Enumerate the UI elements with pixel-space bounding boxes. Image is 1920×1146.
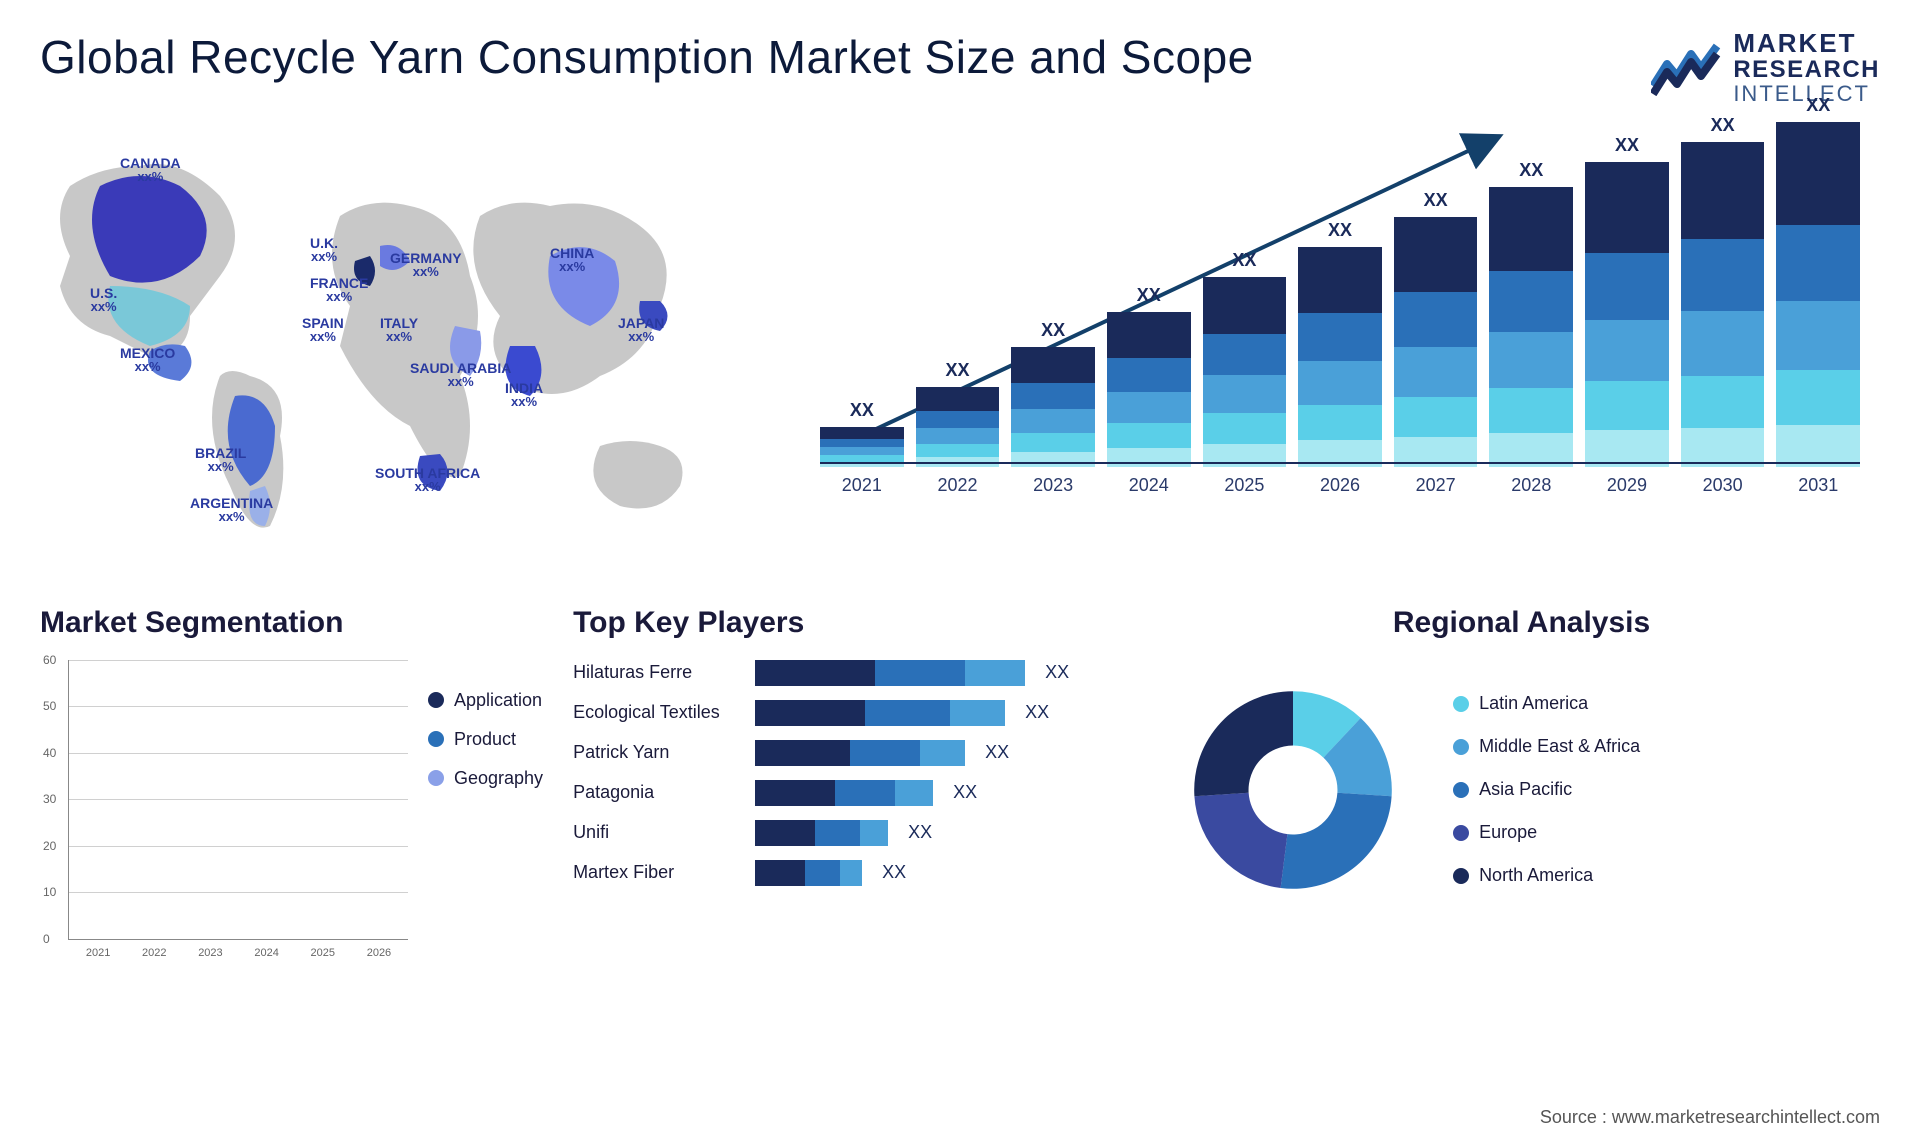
regional-donut — [1163, 660, 1423, 920]
world-map: CANADAxx% U.S.xx% MEXICOxx% BRAZILxx% ARGENT… — [40, 126, 760, 566]
growth-chart: XX2021XX2022XX2023XX2024XX2025XX2026XX20… — [800, 126, 1880, 566]
segmentation-legend-application: Application — [428, 690, 543, 711]
regional-legend-north-america: North America — [1453, 865, 1640, 886]
key-player-patrick-yarn: Patrick YarnXX — [573, 740, 1133, 766]
growth-bar-2031: XX2031 — [1776, 95, 1860, 496]
bottom-row: Market Segmentation 20212022202320242025… — [40, 606, 1880, 960]
map-label-south-africa: SOUTH AFRICAxx% — [375, 466, 480, 494]
growth-bar-2027: XX2027 — [1394, 190, 1478, 496]
segmentation-legend: Application Product Geography — [428, 660, 543, 960]
segmentation-chart: 202120222023202420252026 1020304050600 — [68, 660, 408, 940]
growth-bar-2025: XX2025 — [1203, 250, 1287, 496]
regional-panel: Regional Analysis Latin America Middle Ea… — [1163, 606, 1880, 960]
regional-legend-latin-america: Latin America — [1453, 693, 1640, 714]
logo-icon — [1651, 40, 1721, 96]
logo-text-1: MARKET — [1733, 30, 1880, 57]
growth-bar-2023: XX2023 — [1011, 320, 1095, 496]
key-player-ecological-textiles: Ecological TextilesXX — [573, 700, 1133, 726]
segmentation-title: Market Segmentation — [40, 606, 543, 640]
logo-text-2: RESEARCH — [1733, 57, 1880, 82]
source-text: Source : www.marketresearchintellect.com — [1540, 1107, 1880, 1128]
map-label-france: FRANCExx% — [310, 276, 368, 304]
key-players-title: Top Key Players — [573, 606, 1133, 640]
regional-title: Regional Analysis — [1163, 606, 1880, 640]
map-label-saudi-arabia: SAUDI ARABIAxx% — [410, 361, 511, 389]
regional-legend-asia-pacific: Asia Pacific — [1453, 779, 1640, 800]
growth-bar-2030: XX2030 — [1681, 115, 1765, 496]
map-label-germany: GERMANYxx% — [390, 251, 462, 279]
map-label-canada: CANADAxx% — [120, 156, 181, 184]
growth-bar-2024: XX2024 — [1107, 285, 1191, 496]
header: Global Recycle Yarn Consumption Market S… — [40, 30, 1880, 106]
map-label-u-k-: U.K.xx% — [310, 236, 338, 264]
key-player-martex-fiber: Martex FiberXX — [573, 860, 1133, 886]
growth-bar-2028: XX2028 — [1489, 160, 1573, 496]
key-players-panel: Top Key Players Hilaturas FerreXX Ecologi… — [573, 606, 1133, 960]
segmentation-legend-product: Product — [428, 729, 543, 750]
regional-legend-europe: Europe — [1453, 822, 1640, 843]
growth-bar-2026: XX2026 — [1298, 220, 1382, 496]
key-player-patagonia: PatagoniaXX — [573, 780, 1133, 806]
map-label-japan: JAPANxx% — [618, 316, 664, 344]
growth-bar-2022: XX2022 — [916, 360, 1000, 496]
segmentation-panel: Market Segmentation 20212022202320242025… — [40, 606, 543, 960]
map-label-spain: SPAINxx% — [302, 316, 344, 344]
map-label-argentina: ARGENTINAxx% — [190, 496, 273, 524]
top-row: CANADAxx% U.S.xx% MEXICOxx% BRAZILxx% ARGENT… — [40, 126, 1880, 566]
key-player-hilaturas-ferre: Hilaturas FerreXX — [573, 660, 1133, 686]
growth-bar-2029: XX2029 — [1585, 135, 1669, 496]
map-label-brazil: BRAZILxx% — [195, 446, 246, 474]
regional-legend-middle-east-africa: Middle East & Africa — [1453, 736, 1640, 757]
map-label-china: CHINAxx% — [550, 246, 594, 274]
key-player-unifi: UnifiXX — [573, 820, 1133, 846]
map-label-italy: ITALYxx% — [380, 316, 418, 344]
segmentation-legend-geography: Geography — [428, 768, 543, 789]
growth-xaxis — [820, 462, 1860, 464]
map-label-mexico: MEXICOxx% — [120, 346, 175, 374]
page-title: Global Recycle Yarn Consumption Market S… — [40, 30, 1254, 84]
growth-bar-2021: XX2021 — [820, 400, 904, 496]
map-label-india: INDIAxx% — [505, 381, 543, 409]
regional-legend: Latin America Middle East & Africa Asia Pa… — [1453, 693, 1640, 886]
map-label-u-s-: U.S.xx% — [90, 286, 117, 314]
